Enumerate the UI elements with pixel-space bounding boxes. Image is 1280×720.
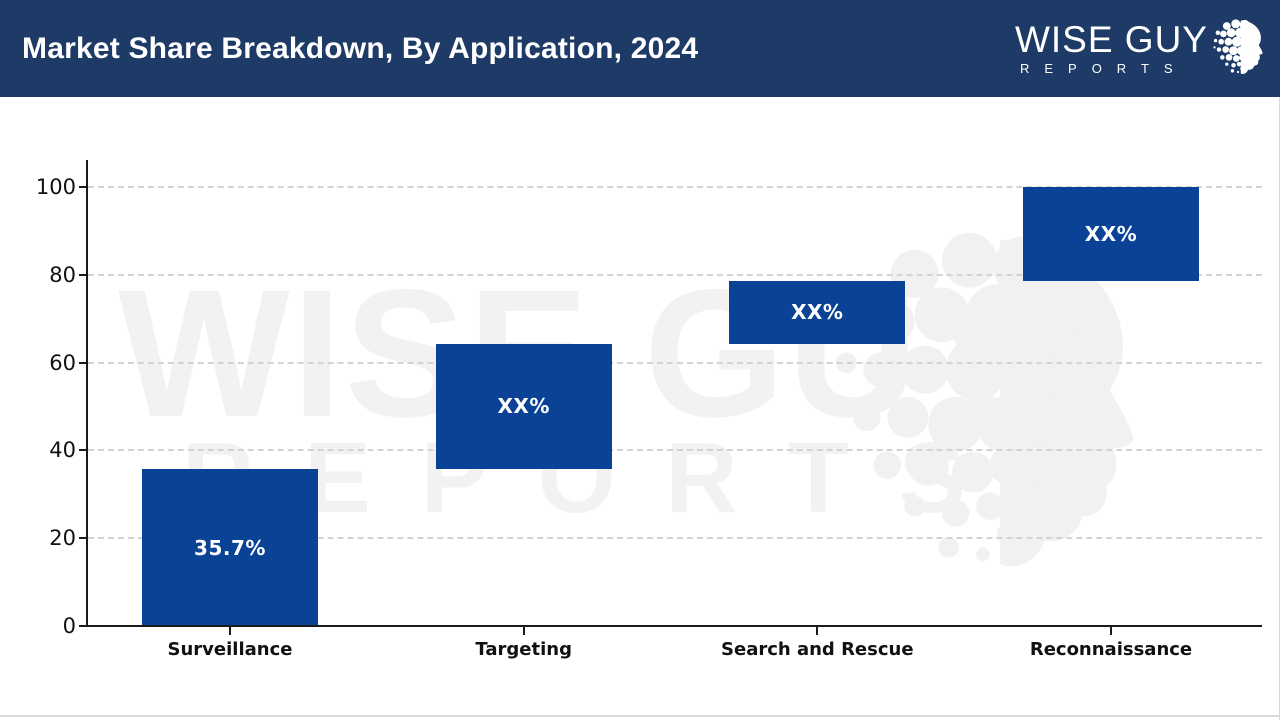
bar-value-label: XX% xyxy=(1084,221,1138,246)
y-tick-label-100: 100 xyxy=(35,175,76,199)
y-tick-mark-100 xyxy=(79,186,88,188)
y-tick-mark-40 xyxy=(79,449,88,452)
x-tick-mark-3 xyxy=(1110,627,1112,635)
bottom-border-line xyxy=(0,715,1280,717)
y-tick-label-20: 20 xyxy=(49,526,76,551)
gridline-40 xyxy=(88,449,1262,452)
x-axis-label-1: Targeting xyxy=(475,639,572,660)
bar-value-label: XX% xyxy=(791,300,844,325)
page-title: Market Share Breakdown, By Application, … xyxy=(22,31,699,65)
bar-value-label: XX% xyxy=(497,394,550,419)
brand-subname: REPORTS xyxy=(1019,61,1188,76)
gridline-100 xyxy=(88,186,1262,188)
x-axis-spine xyxy=(86,625,1262,627)
gridline-20 xyxy=(88,537,1262,540)
x-axis-label-0: Surveillance xyxy=(167,639,293,660)
y-tick-label-0: 0 xyxy=(62,614,76,638)
gridline-60 xyxy=(88,361,1262,364)
y-tick-label-40: 40 xyxy=(49,438,76,463)
brand-logo: WISE GUY REPORTS xyxy=(1015,8,1280,90)
gridline-80 xyxy=(88,273,1262,276)
y-tick-label-60: 60 xyxy=(49,350,76,375)
brand-name: WISE GUY xyxy=(1014,19,1208,60)
bar-segment-reconnaissance: XX% xyxy=(1023,187,1199,281)
y-tick-mark-20 xyxy=(79,537,88,540)
bar-segment-surveillance: 35.7% xyxy=(142,469,318,626)
x-axis-label-2: Search and Rescue xyxy=(721,639,914,660)
bar-value-label: 35.7% xyxy=(194,535,266,560)
brand-head-icon xyxy=(1213,18,1263,74)
y-tick-mark-0 xyxy=(79,625,88,627)
x-tick-mark-2 xyxy=(816,627,819,635)
x-tick-mark-1 xyxy=(522,627,525,635)
bar-segment-targeting: XX% xyxy=(435,343,612,470)
y-tick-label-80: 80 xyxy=(49,262,76,287)
brand-logo-text: WISE GUY REPORTS xyxy=(1015,20,1208,77)
x-tick-mark-0 xyxy=(229,627,231,635)
bar-segment-search-and-rescue: XX% xyxy=(729,280,906,344)
y-tick-mark-80 xyxy=(79,273,88,276)
header-bar: Market Share Breakdown, By Application, … xyxy=(0,0,1280,97)
y-tick-mark-60 xyxy=(79,361,88,364)
x-axis-label-3: Reconnaissance xyxy=(1029,639,1193,660)
y-axis-spine xyxy=(86,160,88,627)
